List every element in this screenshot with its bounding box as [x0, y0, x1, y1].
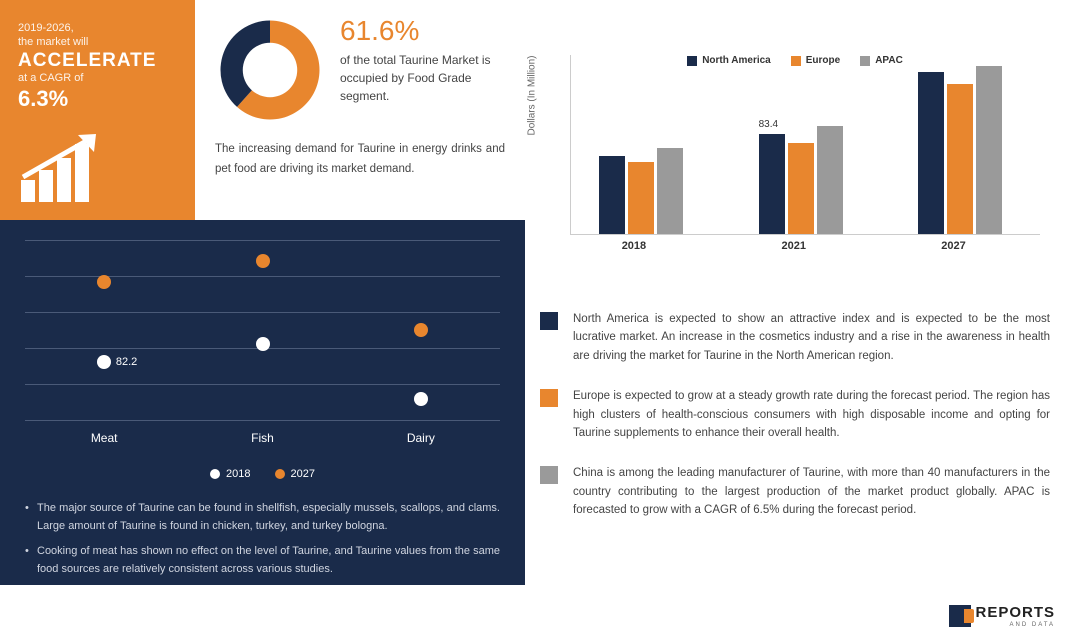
accelerate-panel: 2019-2026, the market will ACCELERATE at…: [0, 0, 195, 220]
bar-chart: Dollars (In Million) 83.4 201820212027 N…: [540, 55, 1050, 285]
donut-caption: The increasing demand for Taurine in ene…: [215, 140, 505, 179]
region-notes: North America is expected to show an att…: [540, 310, 1050, 520]
source-bullets: The major source of Taurine can be found…: [25, 500, 500, 578]
bar-ylabel: Dollars (In Million): [527, 55, 538, 135]
donut-desc: of the total Taurine Market is occupied …: [340, 51, 505, 105]
growth-chart-icon: [18, 132, 108, 202]
accel-line2: at a CAGR of: [18, 72, 177, 84]
scatter-panel: 82.2 MeatFishDairy 20182027 The major so…: [0, 220, 525, 585]
accel-cagr: 6.3%: [18, 86, 177, 112]
logo-subtext: AND DATA: [975, 622, 1055, 628]
logo-icon: [949, 605, 971, 627]
donut-panel: 61.6% of the total Taurine Market is occ…: [195, 0, 525, 220]
accel-main: ACCELERATE: [18, 50, 177, 72]
scatter-chart: 82.2 MeatFishDairy: [25, 240, 500, 460]
scatter-legend: 20182027: [25, 468, 500, 482]
scatter-x-axis: MeatFishDairy: [25, 431, 500, 445]
logo-text: REPORTS: [975, 604, 1055, 621]
year-range: 2019-2026,: [18, 22, 177, 34]
donut-percent: 61.6%: [340, 15, 505, 47]
brand-logo: REPORTS AND DATA: [949, 604, 1055, 628]
accel-line1: the market will: [18, 36, 177, 48]
donut-chart: [215, 15, 325, 125]
